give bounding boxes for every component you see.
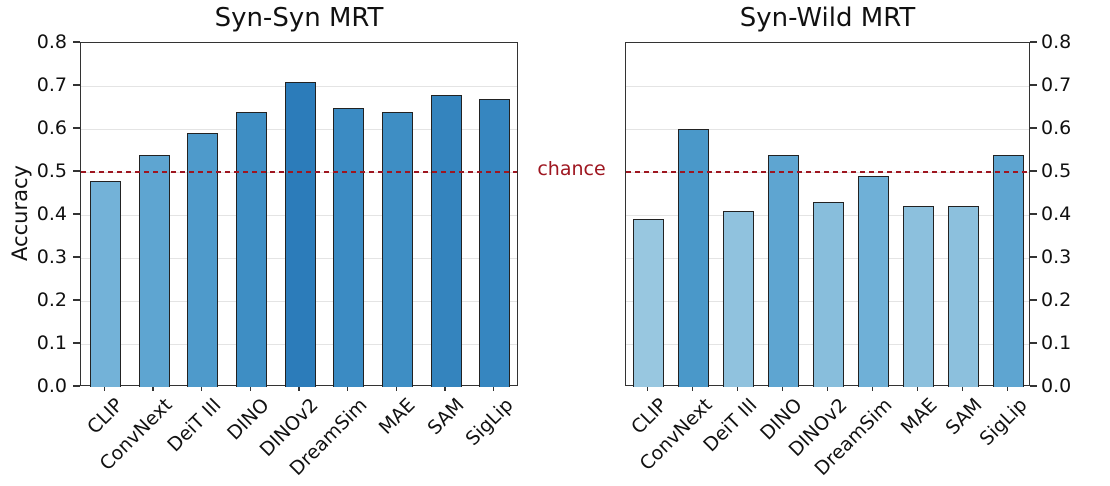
bar-DINO: [768, 154, 799, 387]
ytick-mark: [73, 385, 80, 387]
xtick-mark: [493, 386, 495, 391]
bar-MAE: [903, 206, 934, 387]
ytick-label: 0.2: [36, 289, 67, 311]
xtick-mark: [646, 386, 649, 391]
ytick-label: 0.6: [1041, 117, 1072, 139]
xtick-mark: [444, 386, 446, 391]
ytick-mark: [1030, 41, 1037, 43]
xtick-mark: [871, 386, 874, 391]
ytick-mark: [73, 342, 80, 344]
bar-SAM: [430, 94, 462, 387]
bar-DINOv2: [813, 202, 844, 387]
ytick-label: 0.5: [1041, 160, 1072, 182]
ytick-mark: [1030, 342, 1037, 344]
bar-ConvNext: [678, 129, 709, 387]
gridline: [626, 85, 1029, 87]
ytick-label: 0.1: [36, 332, 67, 354]
y-axis-title: Accuracy: [8, 165, 32, 261]
bar-MAE: [381, 111, 413, 387]
ytick-mark: [1030, 213, 1037, 215]
bar-DreamSim: [858, 176, 889, 387]
ytick-label: 0.1: [1041, 332, 1072, 354]
bar-SigLip: [479, 98, 511, 387]
bar-DeiT III: [187, 133, 219, 387]
ytick-mark: [73, 256, 80, 258]
xtick-mark: [298, 386, 300, 391]
ytick-mark: [73, 41, 80, 43]
bar-DINO: [235, 111, 267, 387]
ytick-label: 0.3: [1041, 246, 1072, 268]
xtick-mark: [916, 386, 919, 391]
ytick-mark: [73, 170, 80, 172]
xtick-mark: [781, 386, 784, 391]
ytick-label: 0.4: [1041, 203, 1072, 225]
ytick-mark: [73, 127, 80, 129]
ytick-label: 0.6: [36, 117, 67, 139]
xtick-mark: [736, 386, 739, 391]
xtick-mark: [1006, 386, 1009, 391]
ytick-mark: [1030, 256, 1037, 258]
xtick-mark: [201, 386, 203, 391]
chart-title: Syn-Syn MRT: [214, 3, 384, 33]
ytick-mark: [73, 84, 80, 86]
bar-SigLip: [993, 154, 1024, 387]
bar-CLIP: [89, 180, 121, 387]
xtick-mark: [961, 386, 964, 391]
ytick-mark: [1030, 170, 1037, 172]
plot-area: [80, 42, 518, 387]
ytick-label: 0.8: [1041, 31, 1072, 53]
ytick-label: 0.4: [36, 203, 67, 225]
xtick-mark: [395, 386, 397, 391]
xtick-mark: [103, 386, 105, 391]
xtick-mark: [152, 386, 154, 391]
bar-DINOv2: [284, 81, 316, 387]
ytick-mark: [1030, 385, 1037, 387]
ytick-label: 0.7: [1041, 74, 1072, 96]
ytick-label: 0.7: [36, 74, 67, 96]
plot-area: [625, 42, 1030, 387]
chance-line: [81, 171, 517, 173]
bar-DeiT III: [723, 210, 754, 387]
bar-ConvNext: [138, 154, 170, 387]
chance-line: [626, 171, 1029, 173]
ytick-label: 0.3: [36, 246, 67, 268]
ytick-mark: [1030, 127, 1037, 129]
bar-SAM: [948, 206, 979, 387]
chart-title: Syn-Wild MRT: [739, 3, 916, 33]
ytick-mark: [73, 299, 80, 301]
chance-label: chance: [537, 158, 606, 180]
xtick-mark: [347, 386, 349, 391]
ytick-mark: [1030, 299, 1037, 301]
ytick-label: 0.2: [1041, 289, 1072, 311]
xtick-mark: [826, 386, 829, 391]
ytick-label: 0.0: [36, 375, 67, 397]
bar-CLIP: [633, 219, 664, 387]
ytick-label: 0.5: [36, 160, 67, 182]
ytick-label: 0.0: [1041, 375, 1072, 397]
ytick-mark: [73, 213, 80, 215]
bar-DreamSim: [333, 107, 365, 387]
gridline: [626, 128, 1029, 130]
ytick-label: 0.8: [36, 31, 67, 53]
xtick-mark: [691, 386, 694, 391]
xtick-mark: [249, 386, 251, 391]
ytick-mark: [1030, 84, 1037, 86]
